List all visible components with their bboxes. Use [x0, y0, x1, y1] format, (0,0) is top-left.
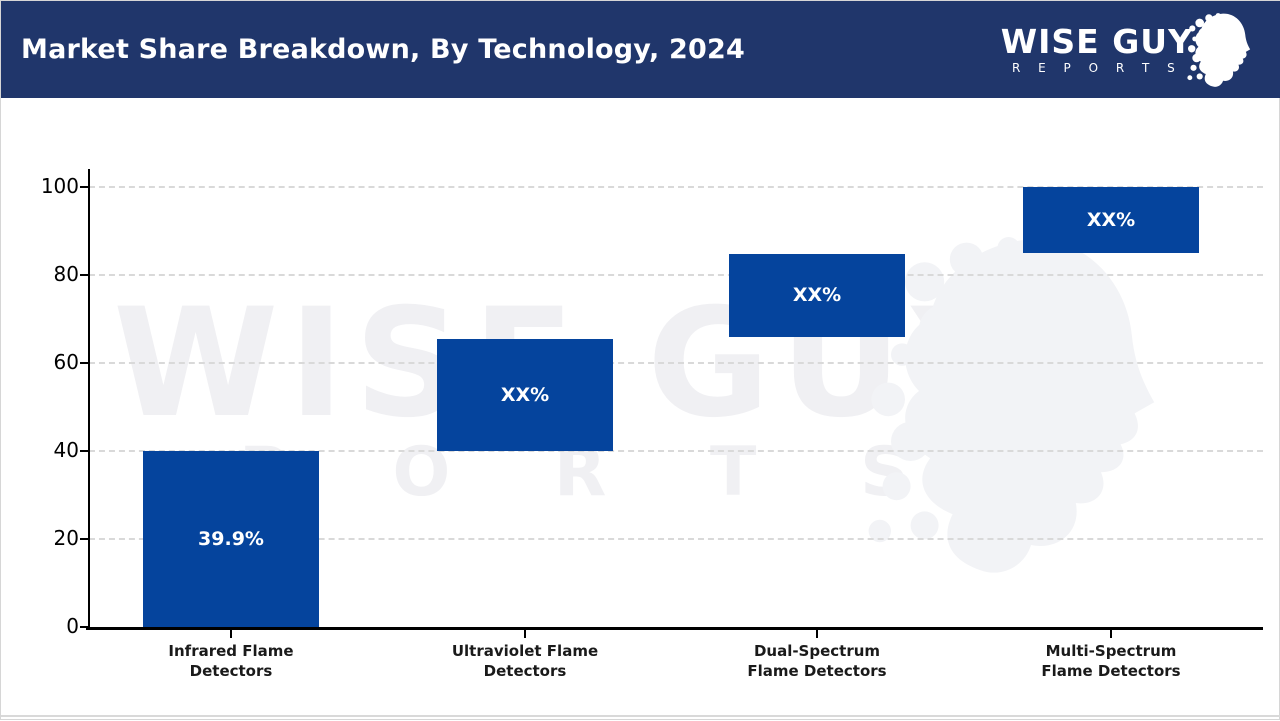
y-tick-mark: [80, 362, 88, 364]
x-tick-mark: [524, 630, 526, 638]
x-tick-mark: [816, 630, 818, 638]
bar-segment-4: XX%: [1023, 187, 1199, 253]
y-tick-mark: [80, 626, 88, 628]
logo: WISE GUY R E P O R T S: [1001, 10, 1263, 90]
x-tick-mark: [1110, 630, 1112, 638]
bar-value-label: XX%: [500, 383, 550, 406]
gridline-60: [89, 362, 1263, 364]
gridline-100: [89, 186, 1263, 188]
bar-value-label: XX%: [1086, 209, 1136, 231]
y-tick-label: 40: [53, 438, 79, 462]
y-tick-mark: [80, 450, 88, 452]
x-category-label: Multi-Spectrum Flame Detectors: [1041, 642, 1181, 681]
bar-segment-1: 39.9%: [143, 451, 319, 627]
bar-value-label: 39.9%: [198, 528, 264, 551]
gridline-80: [89, 274, 1263, 276]
logo-reports-label: R E P O R T S: [1011, 60, 1182, 75]
logo-head-icon: [1187, 12, 1251, 87]
header-bar: Market Share Breakdown, By Technology, 2…: [1, 1, 1280, 98]
y-tick-label: 80: [53, 262, 79, 286]
x-axis-spine: [86, 627, 1263, 630]
x-category-label: Dual-Spectrum Flame Detectors: [747, 642, 887, 681]
y-tick-label: 0: [66, 614, 79, 638]
gridline-40: [89, 450, 1263, 452]
logo-text: WISE GUY R E P O R T S: [1001, 25, 1193, 75]
bar-value-label: XX%: [792, 284, 842, 307]
y-tick-mark: [80, 274, 88, 276]
bar-segment-2: XX%: [437, 338, 613, 451]
bottom-divider: [1, 715, 1280, 717]
x-category-label: Ultraviolet Flame Detectors: [451, 642, 599, 681]
logo-wordmark: WISE GUY: [1000, 21, 1193, 61]
bar-segment-3: XX%: [729, 253, 905, 337]
y-tick-label: 60: [53, 350, 79, 374]
x-category-label: Infrared Flame Detectors: [168, 642, 294, 681]
page-title: Market Share Breakdown, By Technology, 2…: [21, 34, 746, 65]
y-axis-spine: [88, 169, 90, 628]
chart-plot-area: 0 20 40 60 80 100 39.9% XX% XX% XX% Infrared Flame…: [1, 98, 1280, 721]
y-tick-mark: [80, 186, 88, 188]
y-tick-label: 100: [40, 174, 79, 198]
gridline-20: [89, 538, 1263, 540]
y-tick-label: 20: [53, 526, 79, 550]
y-tick-mark: [80, 538, 88, 540]
x-tick-mark: [230, 630, 232, 638]
